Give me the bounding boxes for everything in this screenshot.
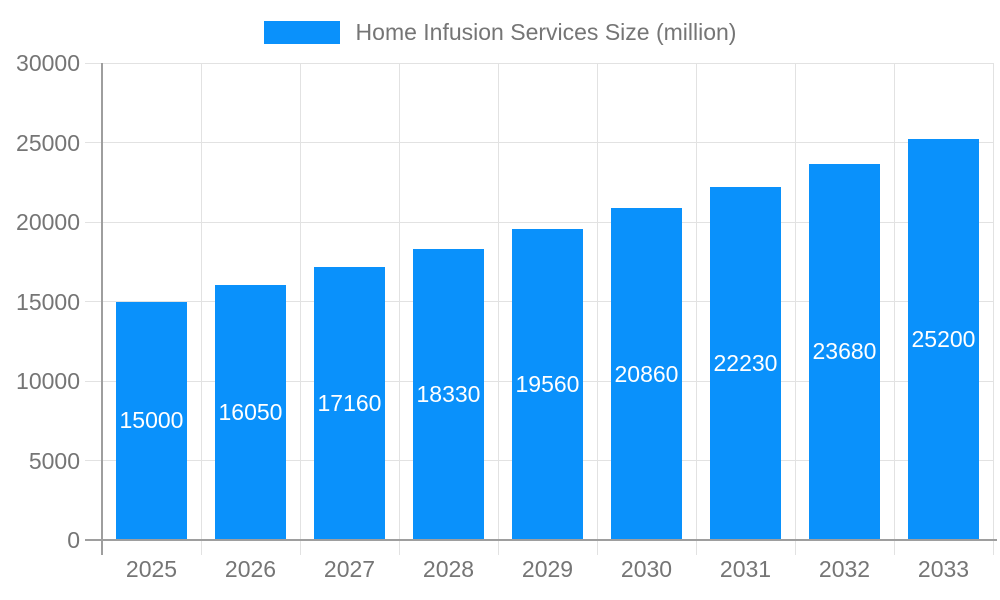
bar-value-label: 19560 <box>515 371 580 397</box>
y-tick <box>85 221 102 223</box>
y-tick <box>85 62 102 64</box>
x-gridline <box>893 63 895 555</box>
y-tick-label: 10000 <box>16 368 80 394</box>
x-tick-label: 2031 <box>719 556 772 582</box>
y-gridline <box>102 221 993 223</box>
y-tick-label: 30000 <box>16 50 80 76</box>
plot-area: 15000 16050 17160 18330 19560 20860 22230 23680… <box>85 62 997 555</box>
y-tick <box>85 460 102 461</box>
bar: 20860 <box>611 208 682 540</box>
x-tick-label: 2027 <box>323 556 376 582</box>
bar: 22230 <box>710 186 781 540</box>
y-tick <box>85 380 102 382</box>
bar-value-label: 25200 <box>911 326 976 353</box>
bar-value-label: 23680 <box>812 338 877 365</box>
bar-value-label: 20860 <box>614 360 679 387</box>
bar: 15000 <box>116 301 187 540</box>
x-gridline <box>497 63 499 555</box>
bar: 18330 <box>413 248 484 540</box>
bar: 23680 <box>809 163 880 540</box>
bar-value-label: 22230 <box>713 349 778 376</box>
y-tick-label: 0 <box>67 527 80 553</box>
x-tick-label: 2025 <box>125 556 178 582</box>
bar-value-label: 15000 <box>119 407 184 434</box>
y-tick-label: 15000 <box>16 288 80 315</box>
y-tick-label: 20000 <box>16 209 80 235</box>
x-tick-label: 2029 <box>521 556 574 582</box>
y-gridline <box>102 62 993 64</box>
x-tick-label: 2026 <box>224 556 277 582</box>
bar-value-label: 16050 <box>218 398 283 425</box>
bar-value-label: 18330 <box>416 380 481 407</box>
bar: 17160 <box>314 267 385 540</box>
x-tick-label: 2033 <box>917 556 970 582</box>
x-tick-label: 2030 <box>620 556 673 582</box>
y-tick <box>85 301 102 302</box>
x-gridline <box>398 63 400 555</box>
bar: 19560 <box>512 229 583 540</box>
bar: 16050 <box>215 284 286 540</box>
x-tick-label: 2028 <box>422 556 475 582</box>
x-gridline <box>794 63 796 555</box>
x-tick-label: 2032 <box>818 556 871 582</box>
legend: Home Infusion Services Size (million) <box>0 17 1000 47</box>
x-axis-line <box>85 539 997 541</box>
x-gridline <box>596 63 598 555</box>
y-axis-line <box>101 63 103 555</box>
x-gridline <box>299 63 301 555</box>
y-tick-label: 25000 <box>16 129 80 156</box>
y-tick-label: 5000 <box>28 447 80 474</box>
y-tick <box>85 142 102 143</box>
legend-label: Home Infusion Services Size (million) <box>355 18 737 45</box>
bar-value-label: 17160 <box>317 390 382 417</box>
x-gridline <box>992 63 994 555</box>
x-gridline <box>695 63 697 555</box>
x-gridline <box>200 63 202 555</box>
y-gridline <box>102 142 993 143</box>
bar: 25200 <box>908 139 979 540</box>
legend-swatch <box>263 20 340 44</box>
